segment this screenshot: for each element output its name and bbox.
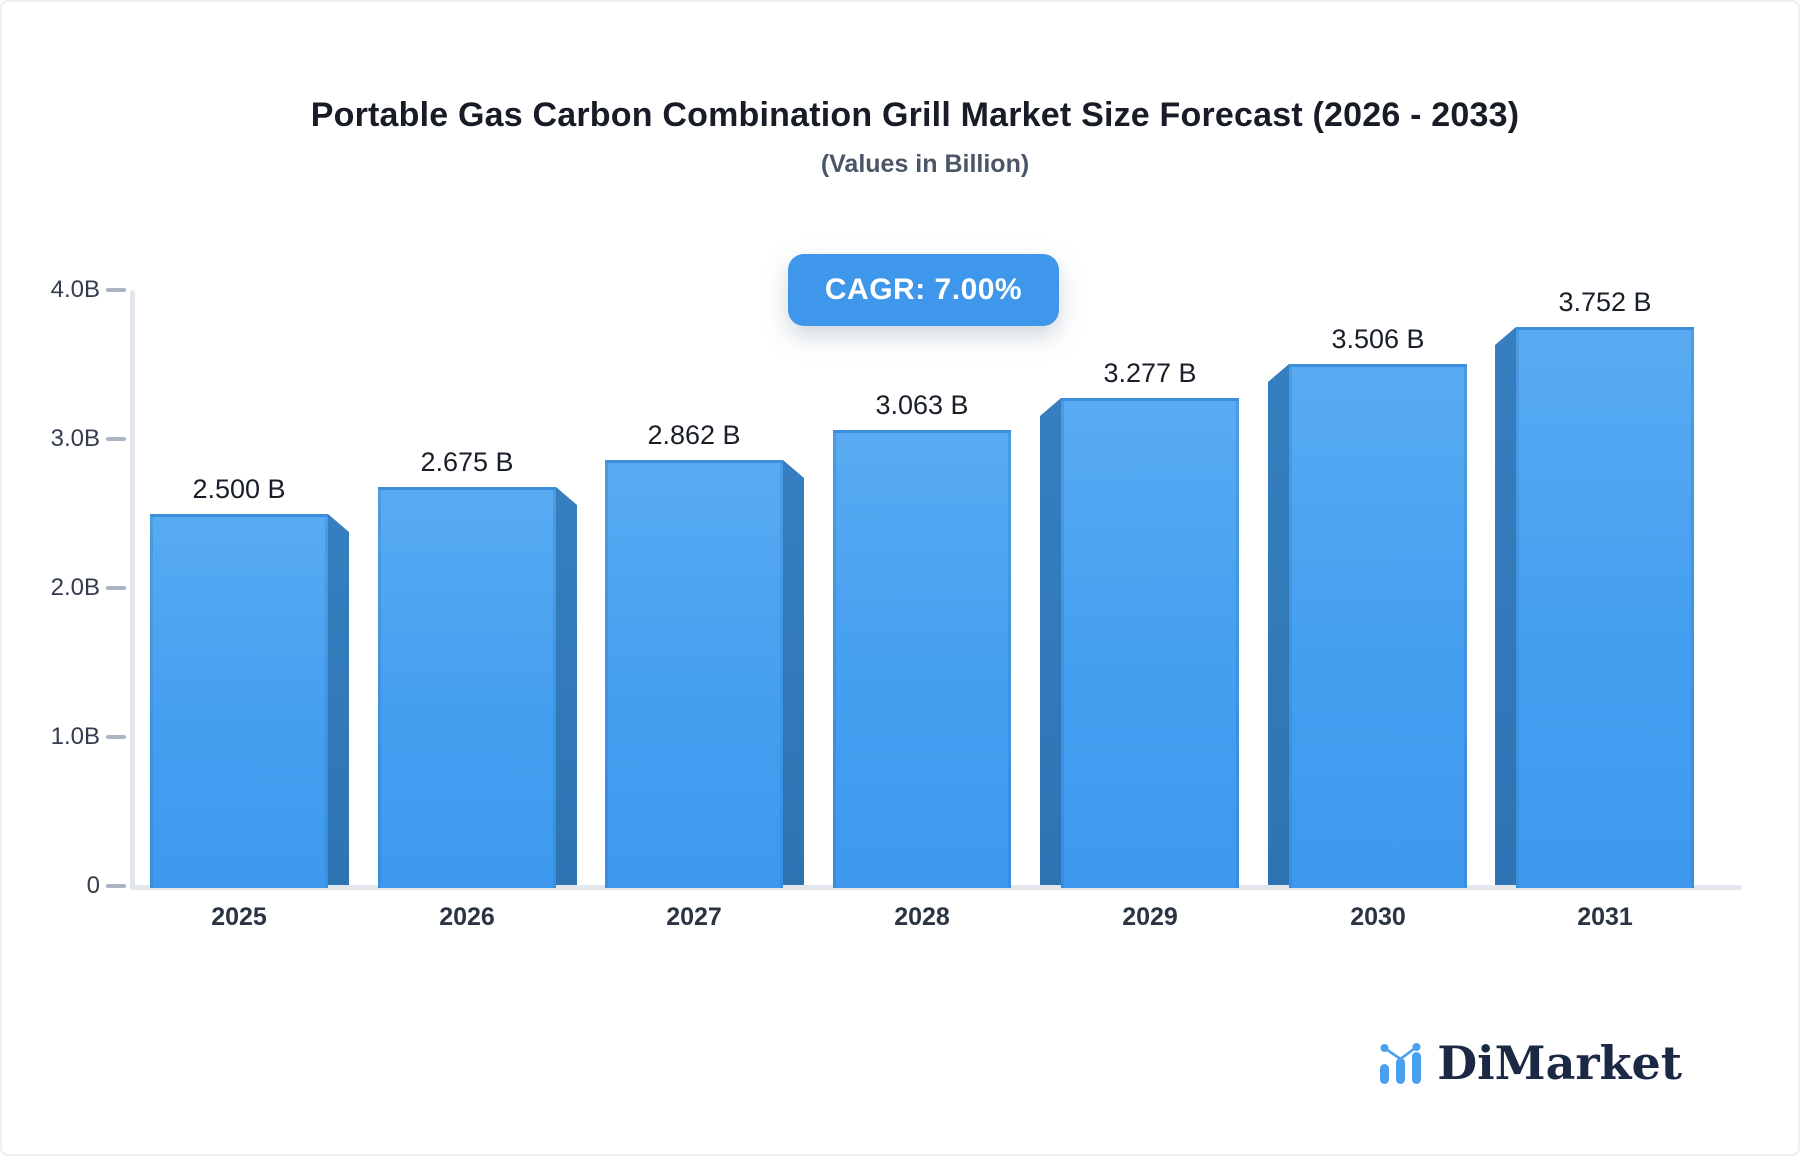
y-tick-label: 0: [86, 872, 100, 899]
bar-side-face: [1040, 398, 1061, 885]
x-tick-label: 2026: [439, 903, 495, 931]
bar-2025: [150, 514, 328, 888]
x-tick-label: 2029: [1122, 903, 1178, 931]
bar-2029: [1061, 398, 1239, 888]
bar-side-face: [556, 487, 577, 885]
bar-side-face: [1495, 327, 1516, 885]
bar-value-label: 2.862 B: [647, 420, 741, 450]
bar-value-label: 3.277 B: [1103, 358, 1197, 388]
y-tick-mark: [106, 586, 126, 590]
bar-2027: [605, 460, 783, 888]
bar-side-face: [328, 514, 349, 885]
x-tick-label: 2030: [1350, 903, 1406, 931]
x-tick-label: 2028: [894, 903, 950, 931]
y-tick-mark: [106, 288, 126, 292]
x-tick-label: 2031: [1577, 903, 1633, 931]
x-tick-label: 2027: [666, 903, 722, 931]
chart-subtitle: (Values in Billion): [820, 150, 1030, 178]
bar-value-label: 3.063 B: [875, 390, 969, 420]
logo-wordmark: DiMarket: [1437, 1036, 1682, 1090]
bar-2028: [833, 430, 1011, 888]
bar-2031: [1516, 327, 1694, 888]
y-axis-line: [130, 290, 135, 890]
dimarket-logo: DiMarket: [1379, 1034, 1682, 1092]
y-tick-mark: [106, 735, 126, 739]
bar-2030: [1289, 364, 1467, 888]
bar-value-label: 2.500 B: [192, 474, 286, 504]
bar-value-label: 3.506 B: [1331, 324, 1425, 354]
y-tick-label: 1.0B: [50, 723, 100, 750]
y-tick-mark: [106, 884, 126, 888]
y-tick-label: 2.0B: [50, 574, 100, 601]
y-tick-mark: [106, 437, 126, 441]
x-tick-label: 2025: [211, 903, 267, 931]
bar-value-label: 2.675 B: [420, 447, 514, 477]
mini-bar-chart-icon: [1380, 1043, 1422, 1084]
chart-title: Portable Gas Carbon Combination Grill Ma…: [310, 96, 1520, 134]
cagr-badge: CAGR: 7.00%: [788, 254, 1059, 326]
y-tick-label: 3.0B: [50, 425, 100, 452]
bar-side-face: [783, 460, 804, 885]
y-tick-label: 4.0B: [50, 276, 100, 303]
bar-side-face: [1268, 364, 1289, 885]
cagr-badge-label: CAGR: 7.00%: [824, 273, 1023, 306]
bar-2026: [378, 487, 556, 888]
bar-value-label: 3.752 B: [1558, 287, 1652, 317]
